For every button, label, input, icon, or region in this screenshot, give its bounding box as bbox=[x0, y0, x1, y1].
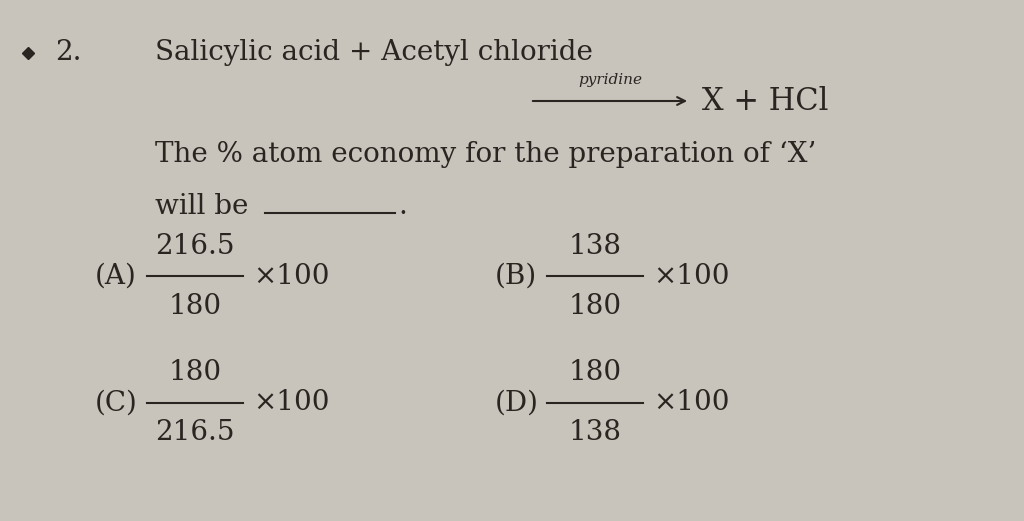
Text: (A): (A) bbox=[95, 263, 137, 290]
Text: (B): (B) bbox=[495, 263, 538, 290]
Text: ×100: ×100 bbox=[253, 390, 330, 416]
Text: pyridine: pyridine bbox=[578, 73, 642, 87]
Text: 180: 180 bbox=[168, 359, 221, 387]
Text: Salicylic acid + Acetyl chloride: Salicylic acid + Acetyl chloride bbox=[155, 40, 593, 67]
Text: X + HCl: X + HCl bbox=[702, 85, 828, 117]
Text: 180: 180 bbox=[568, 359, 622, 387]
Text: ×100: ×100 bbox=[653, 263, 729, 290]
Text: 216.5: 216.5 bbox=[156, 232, 234, 259]
Text: ×100: ×100 bbox=[253, 263, 330, 290]
Text: 2.: 2. bbox=[55, 40, 82, 67]
Text: 138: 138 bbox=[568, 232, 622, 259]
Text: 180: 180 bbox=[568, 292, 622, 319]
Text: .: . bbox=[398, 192, 407, 219]
Text: 138: 138 bbox=[568, 419, 622, 446]
Text: (D): (D) bbox=[495, 390, 539, 416]
Text: will be: will be bbox=[155, 192, 257, 219]
Text: The % atom economy for the preparation of ‘X’: The % atom economy for the preparation o… bbox=[155, 141, 816, 167]
Text: 180: 180 bbox=[168, 292, 221, 319]
Text: (C): (C) bbox=[95, 390, 138, 416]
Text: ×100: ×100 bbox=[653, 390, 729, 416]
Text: 216.5: 216.5 bbox=[156, 419, 234, 446]
